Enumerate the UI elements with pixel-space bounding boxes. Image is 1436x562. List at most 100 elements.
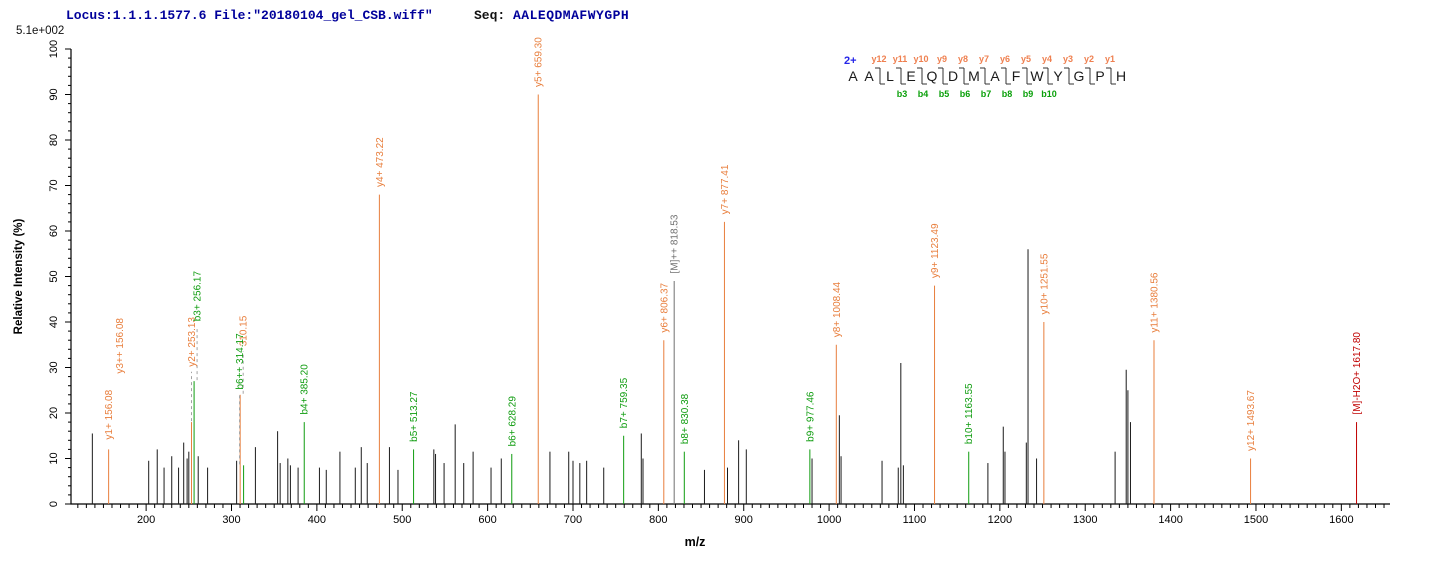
y-tick-label: 100	[48, 40, 60, 58]
x-tick-label: 1500	[1244, 514, 1268, 526]
y-tick-label: 0	[48, 501, 60, 507]
fragment-divider-icon: y12	[871, 54, 887, 85]
y-tick-label: 70	[48, 179, 60, 191]
y-tick-label: 40	[48, 316, 60, 328]
y-tick-label: 30	[48, 361, 60, 373]
y-ion-label: y12	[871, 54, 887, 64]
y-ion-label: y2	[1083, 54, 1095, 64]
residue-letter: F	[1011, 68, 1021, 84]
peak-label: b6++ 314.17	[235, 333, 246, 390]
residue-letter: P	[1095, 68, 1105, 84]
fragment-divider-icon: y10 b4	[913, 54, 928, 99]
axis-titles: Relative Intensity (%) m/z	[13, 218, 705, 549]
b-ion-label: b6	[959, 89, 971, 99]
x-tick-label: 700	[564, 514, 582, 526]
peak-label: y3++ 156.08	[115, 318, 126, 374]
x-tick-label: 1300	[1073, 514, 1097, 526]
peak-label: [M]++ 818.53	[670, 214, 681, 273]
peak-label: b7+ 759.35	[619, 377, 630, 428]
x-axis-title: m/z	[685, 535, 706, 549]
peak-label: b3+ 256.17	[193, 271, 204, 322]
peak-label: y8+ 1008.44	[832, 281, 843, 337]
fragment-divider-icon: y11 b3	[893, 54, 908, 99]
peak-label: b9+ 977.46	[805, 391, 816, 442]
axes	[70, 49, 1390, 505]
x-tick-label: 500	[393, 514, 411, 526]
x-tick-label: 200	[137, 514, 155, 526]
peak-label: y5+ 659.30	[534, 37, 545, 87]
peak-label: [M]-H2O+ 1617.80	[1352, 332, 1363, 415]
peak-label: y1+ 156.08	[104, 389, 115, 439]
b-ion-label: b4	[917, 89, 929, 99]
y-tick-label: 10	[48, 452, 60, 464]
y-ion-label: y4	[1041, 54, 1053, 64]
x-tick-label: 1100	[903, 514, 927, 526]
label-leaders	[191, 326, 244, 465]
y-ion-label: y6	[999, 54, 1011, 64]
x-tick-label: 1000	[817, 514, 841, 526]
x-tick-label: 1600	[1329, 514, 1353, 526]
residue-letter: D	[947, 68, 959, 84]
locus-file-header: Locus:1.1.1.1577.6 File:"20180104_gel_CS…	[66, 8, 433, 23]
residue-letter: G	[1073, 68, 1085, 84]
fragment-divider-icon: y9 b5	[937, 54, 949, 99]
x-tick-label: 400	[308, 514, 326, 526]
y-ion-label: y8	[957, 54, 969, 64]
precursor-charge-label: 2+	[844, 55, 857, 67]
y-tick-label: 20	[48, 407, 60, 419]
residue-letter: H	[1115, 68, 1127, 84]
y-tick-label: 90	[48, 88, 60, 100]
peak-label: b5+ 513.27	[409, 391, 420, 442]
x-tick-label: 300	[222, 514, 240, 526]
residue-letter: Y	[1053, 68, 1063, 84]
residue-letter: M	[968, 68, 980, 84]
residue-letter: E	[906, 68, 916, 84]
x-tick-label: 1400	[1158, 514, 1182, 526]
peak-label: b8+ 830.38	[680, 393, 691, 444]
sequence-label: Seq:	[474, 8, 506, 23]
b-ion-label: b5	[938, 89, 950, 99]
fragment-divider-icon: y4 b10	[1041, 54, 1057, 99]
fragment-divider-icon: y8 b6	[958, 54, 970, 99]
b-ion-label: b10	[1041, 89, 1057, 99]
y-tick-label: 60	[48, 225, 60, 237]
fragment-divider-icon: y5 b9	[1021, 54, 1033, 99]
sequence-value: AALEQDMAFWYGPH	[513, 8, 630, 23]
peak-label: y7+ 877.41	[720, 164, 731, 214]
x-tick-label: 900	[735, 514, 753, 526]
peak-label: y12+ 1493.67	[1246, 390, 1257, 451]
peak-label: b10+ 1163.55	[964, 383, 975, 444]
residue-letter: A	[864, 68, 874, 84]
fragment-divider-icon: y3	[1063, 54, 1074, 85]
peak-label: y10+ 1251.55	[1039, 253, 1050, 314]
y-ion-label: y5	[1020, 54, 1032, 64]
y-ion-label: y1	[1104, 54, 1116, 64]
fragment-divider-icon: y1	[1105, 54, 1116, 85]
b-ion-label: b9	[1022, 89, 1034, 99]
peak-label: y9+ 1123.49	[930, 223, 941, 278]
b-ion-label: b7	[980, 89, 992, 99]
b-ion-label: b8	[1001, 89, 1013, 99]
y-ion-label: y3	[1062, 54, 1074, 64]
residue-letter: A	[990, 68, 1000, 84]
y-ion-label: y7	[978, 54, 990, 64]
residue-letter: L	[886, 68, 894, 84]
y-ion-label: y9	[936, 54, 948, 64]
y-axis-ticks: 0 10 20 30 40 50 60 70 80 90 100	[48, 40, 71, 507]
x-tick-label: 1200	[988, 514, 1012, 526]
fragment-divider-icon: y2	[1084, 54, 1095, 85]
x-axis-ticks: 200 300 400 500 600 700 800 900 1000 1100 1200 1300…	[77, 504, 1385, 526]
peak-label: y11+ 1380.56	[1149, 272, 1160, 333]
y-axis-title: Relative Intensity (%)	[13, 218, 25, 334]
fragment-divider-icon: y7 b7	[979, 54, 991, 99]
b-ion-label: b3	[896, 89, 908, 99]
peak-label: b6+ 628.29	[507, 396, 518, 447]
y-tick-label: 50	[48, 270, 60, 282]
peaks-layer	[91, 94, 1358, 504]
residue-letter: W	[1030, 68, 1044, 84]
absolute-intensity-value: 5.1e+002	[16, 25, 65, 37]
